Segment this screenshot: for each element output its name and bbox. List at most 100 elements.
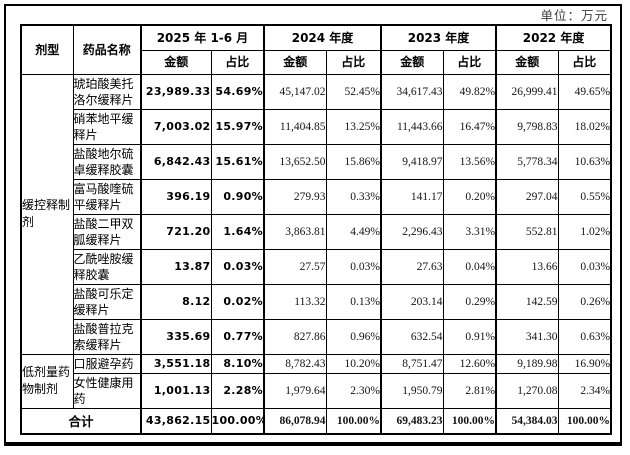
ratio-2024-cell: 10.20% — [325, 353, 382, 374]
total-ratio-2022: 100.00% — [557, 407, 612, 435]
amount-2024-cell: 279.93 — [263, 178, 327, 215]
ratio-2023-cell: 0.04% — [442, 248, 497, 285]
ratio-2024-cell: 0.13% — [325, 283, 382, 320]
amount-2025-cell: 23,989.33 — [140, 73, 212, 110]
header-drug-name: 药品名称 — [72, 24, 142, 75]
ratio-2025-cell: 2.28% — [210, 372, 265, 409]
amount-2024-cell: 27.57 — [263, 248, 327, 285]
total-amount-2025: 43,862.15 — [140, 407, 212, 435]
amount-2022-cell: 26,999.41 — [495, 73, 559, 110]
ratio-2022-cell: 0.03% — [557, 248, 612, 285]
ratio-2024-cell: 15.86% — [325, 143, 382, 180]
ratio-2025-cell: 1.64% — [210, 213, 265, 250]
table-row: 缓控释制剂 琥珀酸美托洛尔缓释片 23,989.33 54.69% 45,147… — [20, 73, 612, 355]
amount-2023-cell: 203.14 — [380, 283, 444, 320]
table-row: 盐酸普拉克索缓释片 335.69 0.77% 827.86 0.96% 632.… — [21, 318, 612, 355]
total-ratio-2024: 100.00% — [325, 407, 382, 435]
table-row: 盐酸二甲双胍缓释片 721.20 1.64% 3,863.81 4.49% 2,… — [21, 213, 612, 250]
amount-2025-cell: 721.20 — [140, 213, 212, 250]
amount-2022-cell: 552.81 — [495, 213, 559, 250]
amount-2025-cell: 6,842.43 — [140, 143, 212, 180]
amount-2025-cell: 8.12 — [140, 283, 212, 320]
amount-2024-cell: 1,979.64 — [263, 372, 327, 409]
drug-name-cell: 乙酰唑胺缓释胶囊 — [72, 248, 142, 285]
ratio-2022-cell: 1.02% — [557, 213, 612, 250]
header-dosage-form: 剂型 — [20, 24, 74, 75]
table-row: 低剂量药物制剂 口服避孕药 3,551.18 8.10% 8,782.43 10… — [20, 353, 612, 409]
header-ratio-2024: 占比 — [325, 49, 382, 75]
ratio-2023-cell: 0.91% — [442, 318, 497, 355]
ratio-2023-cell: 12.60% — [442, 353, 497, 374]
total-ratio-2023: 100.00% — [442, 407, 497, 435]
header-amount-2023: 金额 — [380, 49, 444, 75]
amount-2023-cell: 9,418.97 — [380, 143, 444, 180]
ratio-2024-cell: 0.96% — [325, 318, 382, 355]
ratio-2023-cell: 2.81% — [442, 372, 497, 409]
amount-2023-cell: 27.63 — [380, 248, 444, 285]
total-amount-2023: 69,483.23 — [380, 407, 444, 435]
table-row: 女性健康用药 1,001.13 2.28% 1,979.64 2.30% 1,9… — [21, 372, 612, 409]
amount-2025-cell: 3,551.18 — [140, 353, 212, 374]
drug-name-cell: 琥珀酸美托洛尔缓释片 — [72, 73, 142, 110]
total-amount-2024: 86,078.94 — [263, 407, 327, 435]
amount-2022-cell: 13.66 — [495, 248, 559, 285]
ratio-2025-cell: 15.97% — [210, 108, 265, 145]
amount-2024-cell: 11,404.85 — [263, 108, 327, 145]
ratio-2023-cell: 49.82% — [442, 73, 497, 110]
header-period-2024: 2024 年度 — [262, 24, 382, 51]
ratio-2022-cell: 0.26% — [557, 283, 612, 320]
amount-2022-cell: 297.04 — [495, 178, 559, 215]
amount-2025-cell: 13.87 — [140, 248, 212, 285]
table-row: 硝苯地平缓释片 7,003.02 15.97% 11,404.85 13.25%… — [21, 108, 612, 145]
ratio-2023-cell: 0.29% — [442, 283, 497, 320]
amount-2023-cell: 632.54 — [380, 318, 444, 355]
amount-2024-cell: 827.86 — [263, 318, 327, 355]
ratio-2022-cell: 10.63% — [557, 143, 612, 180]
header-period-2022: 2022 年度 — [495, 24, 612, 51]
ratio-2025-cell: 54.69% — [210, 73, 265, 110]
amount-2025-cell: 7,003.02 — [140, 108, 212, 145]
ratio-2024-cell: 4.49% — [325, 213, 382, 250]
header-ratio-2022: 占比 — [557, 49, 612, 75]
group-label-low-dose: 低剂量药物制剂 — [20, 353, 74, 409]
ratio-2025-cell: 0.03% — [210, 248, 265, 285]
total-ratio-2025: 100.00% — [210, 407, 265, 435]
amount-2023-cell: 8,751.47 — [380, 353, 444, 374]
amount-2025-cell: 335.69 — [140, 318, 212, 355]
header-ratio-2025: 占比 — [210, 49, 265, 75]
amount-2022-cell: 9,189.98 — [495, 353, 559, 374]
ratio-2022-cell: 18.02% — [557, 108, 612, 145]
header-amount-2022: 金额 — [495, 49, 559, 75]
amount-2022-cell: 5,778.34 — [495, 143, 559, 180]
amount-2024-cell: 8,782.43 — [263, 353, 327, 374]
ratio-2022-cell: 16.90% — [557, 353, 612, 374]
amount-2024-cell: 45,147.02 — [263, 73, 327, 110]
amount-2025-cell: 396.19 — [140, 178, 212, 215]
amount-2022-cell: 341.30 — [495, 318, 559, 355]
ratio-2025-cell: 0.02% — [210, 283, 265, 320]
ratio-2022-cell: 49.65% — [557, 73, 612, 110]
table-row: 乙酰唑胺缓释胶囊 13.87 0.03% 27.57 0.03% 27.63 0… — [21, 248, 612, 285]
amount-2023-cell: 2,296.43 — [380, 213, 444, 250]
drug-name-cell: 盐酸二甲双胍缓释片 — [72, 213, 142, 250]
amount-2023-cell: 141.17 — [380, 178, 444, 215]
header-period-2025: 2025 年 1-6 月 — [140, 24, 265, 51]
amount-2024-cell: 13,652.50 — [263, 143, 327, 180]
amount-2022-cell: 142.59 — [495, 283, 559, 320]
total-amount-2022: 54,384.03 — [495, 407, 559, 435]
ratio-2025-cell: 8.10% — [210, 353, 265, 374]
header-period-2023: 2023 年度 — [380, 24, 497, 51]
ratio-2024-cell: 2.30% — [325, 372, 382, 409]
ratio-2023-cell: 16.47% — [442, 108, 497, 145]
ratio-2023-cell: 0.20% — [442, 178, 497, 215]
amount-2022-cell: 1,270.08 — [495, 372, 559, 409]
revenue-by-product-table: 剂型 药品名称 2025 年 1-6 月 2024 年度 2023 年度 202… — [20, 24, 613, 435]
header-ratio-2023: 占比 — [442, 49, 497, 75]
ratio-2022-cell: 0.55% — [557, 178, 612, 215]
group-label-sustained-release: 缓控释制剂 — [20, 73, 74, 355]
amount-2023-cell: 11,443.66 — [380, 108, 444, 145]
drug-name-cell: 富马酸喹硫平缓释片 — [72, 178, 142, 215]
amount-2022-cell: 9,798.83 — [495, 108, 559, 145]
amount-2023-cell: 34,617.43 — [380, 73, 444, 110]
